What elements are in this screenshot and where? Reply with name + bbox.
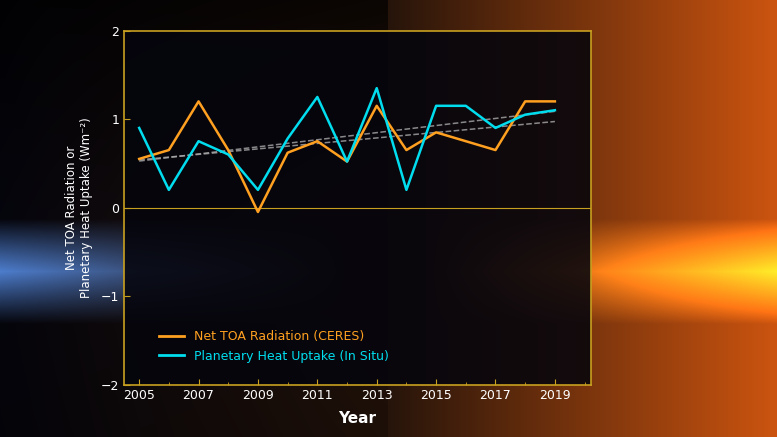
Legend: Net TOA Radiation (CERES), Planetary Heat Uptake (In Situ): Net TOA Radiation (CERES), Planetary Hea… bbox=[154, 326, 394, 368]
X-axis label: Year: Year bbox=[339, 411, 376, 426]
Y-axis label: Net TOA Radiation or
Planetary Heat Uptake (Wm⁻²): Net TOA Radiation or Planetary Heat Upta… bbox=[64, 117, 92, 298]
